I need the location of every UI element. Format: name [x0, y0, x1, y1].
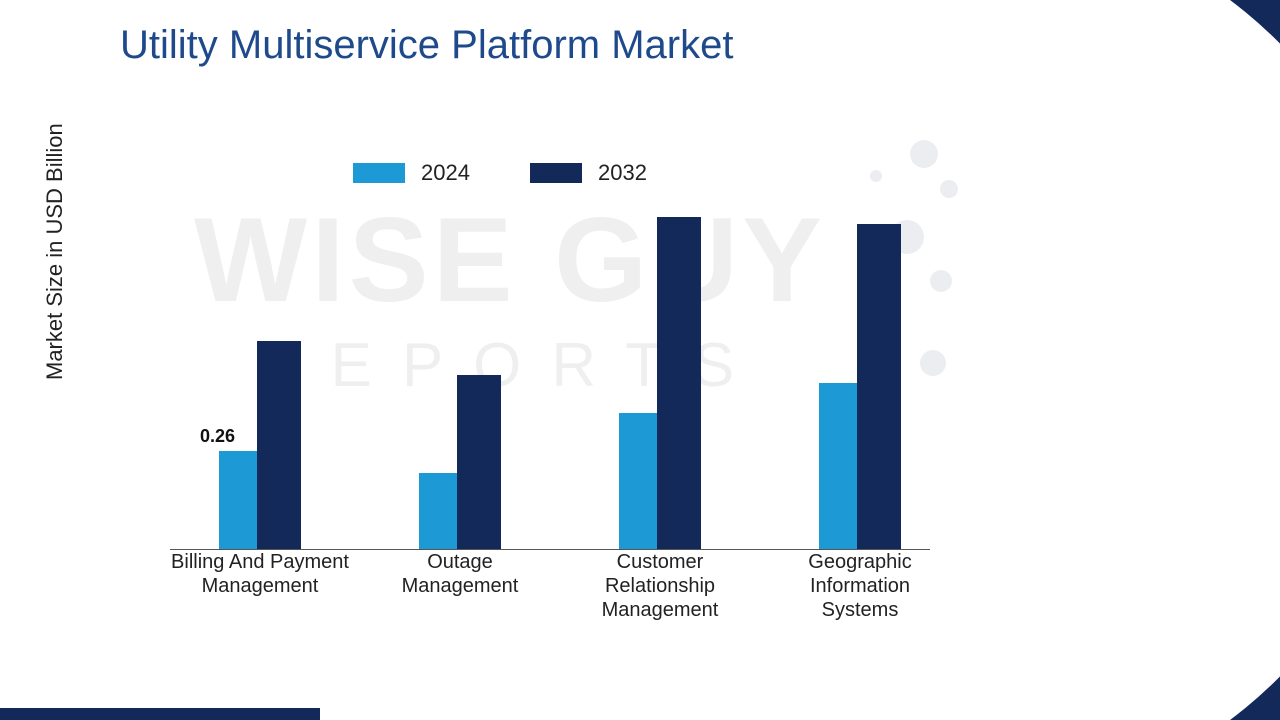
- logo-head-icon: [1212, 26, 1278, 104]
- bar-group: [390, 375, 530, 549]
- value-label: 0.26: [200, 426, 235, 447]
- x-axis-label: Billing And Payment Management: [170, 550, 350, 598]
- x-axis-label: Customer Relationship Management: [570, 550, 750, 622]
- right-brand-panel: [960, 0, 1280, 720]
- legend-swatch-2024: [353, 163, 405, 183]
- bar-2032: [657, 217, 701, 549]
- legend-swatch-2032: [530, 163, 582, 183]
- page-title: Utility Multiservice Platform Market: [120, 22, 740, 68]
- x-axis-label: Outage Management: [370, 550, 550, 598]
- bar-chart: Market Size in USD Billion 2024 2032 0.2…: [60, 150, 940, 690]
- chart-legend: 2024 2032: [60, 160, 940, 186]
- bar-2032: [457, 375, 501, 549]
- legend-label-2032: 2032: [598, 160, 647, 186]
- plot-area: 0.26: [170, 210, 930, 550]
- bar-2032: [257, 341, 301, 549]
- bar-2032: [857, 224, 901, 549]
- bar-group: [790, 224, 930, 549]
- legend-item-2024: 2024: [353, 160, 470, 186]
- legend-item-2032: 2032: [530, 160, 647, 186]
- bottom-accent-bar: [0, 708, 320, 720]
- bar-group: [590, 217, 730, 549]
- x-axis-labels: Billing And Payment Management Outage Man…: [170, 550, 930, 670]
- x-axis-label: Geographic Information Systems: [770, 550, 950, 622]
- legend-label-2024: 2024: [421, 160, 470, 186]
